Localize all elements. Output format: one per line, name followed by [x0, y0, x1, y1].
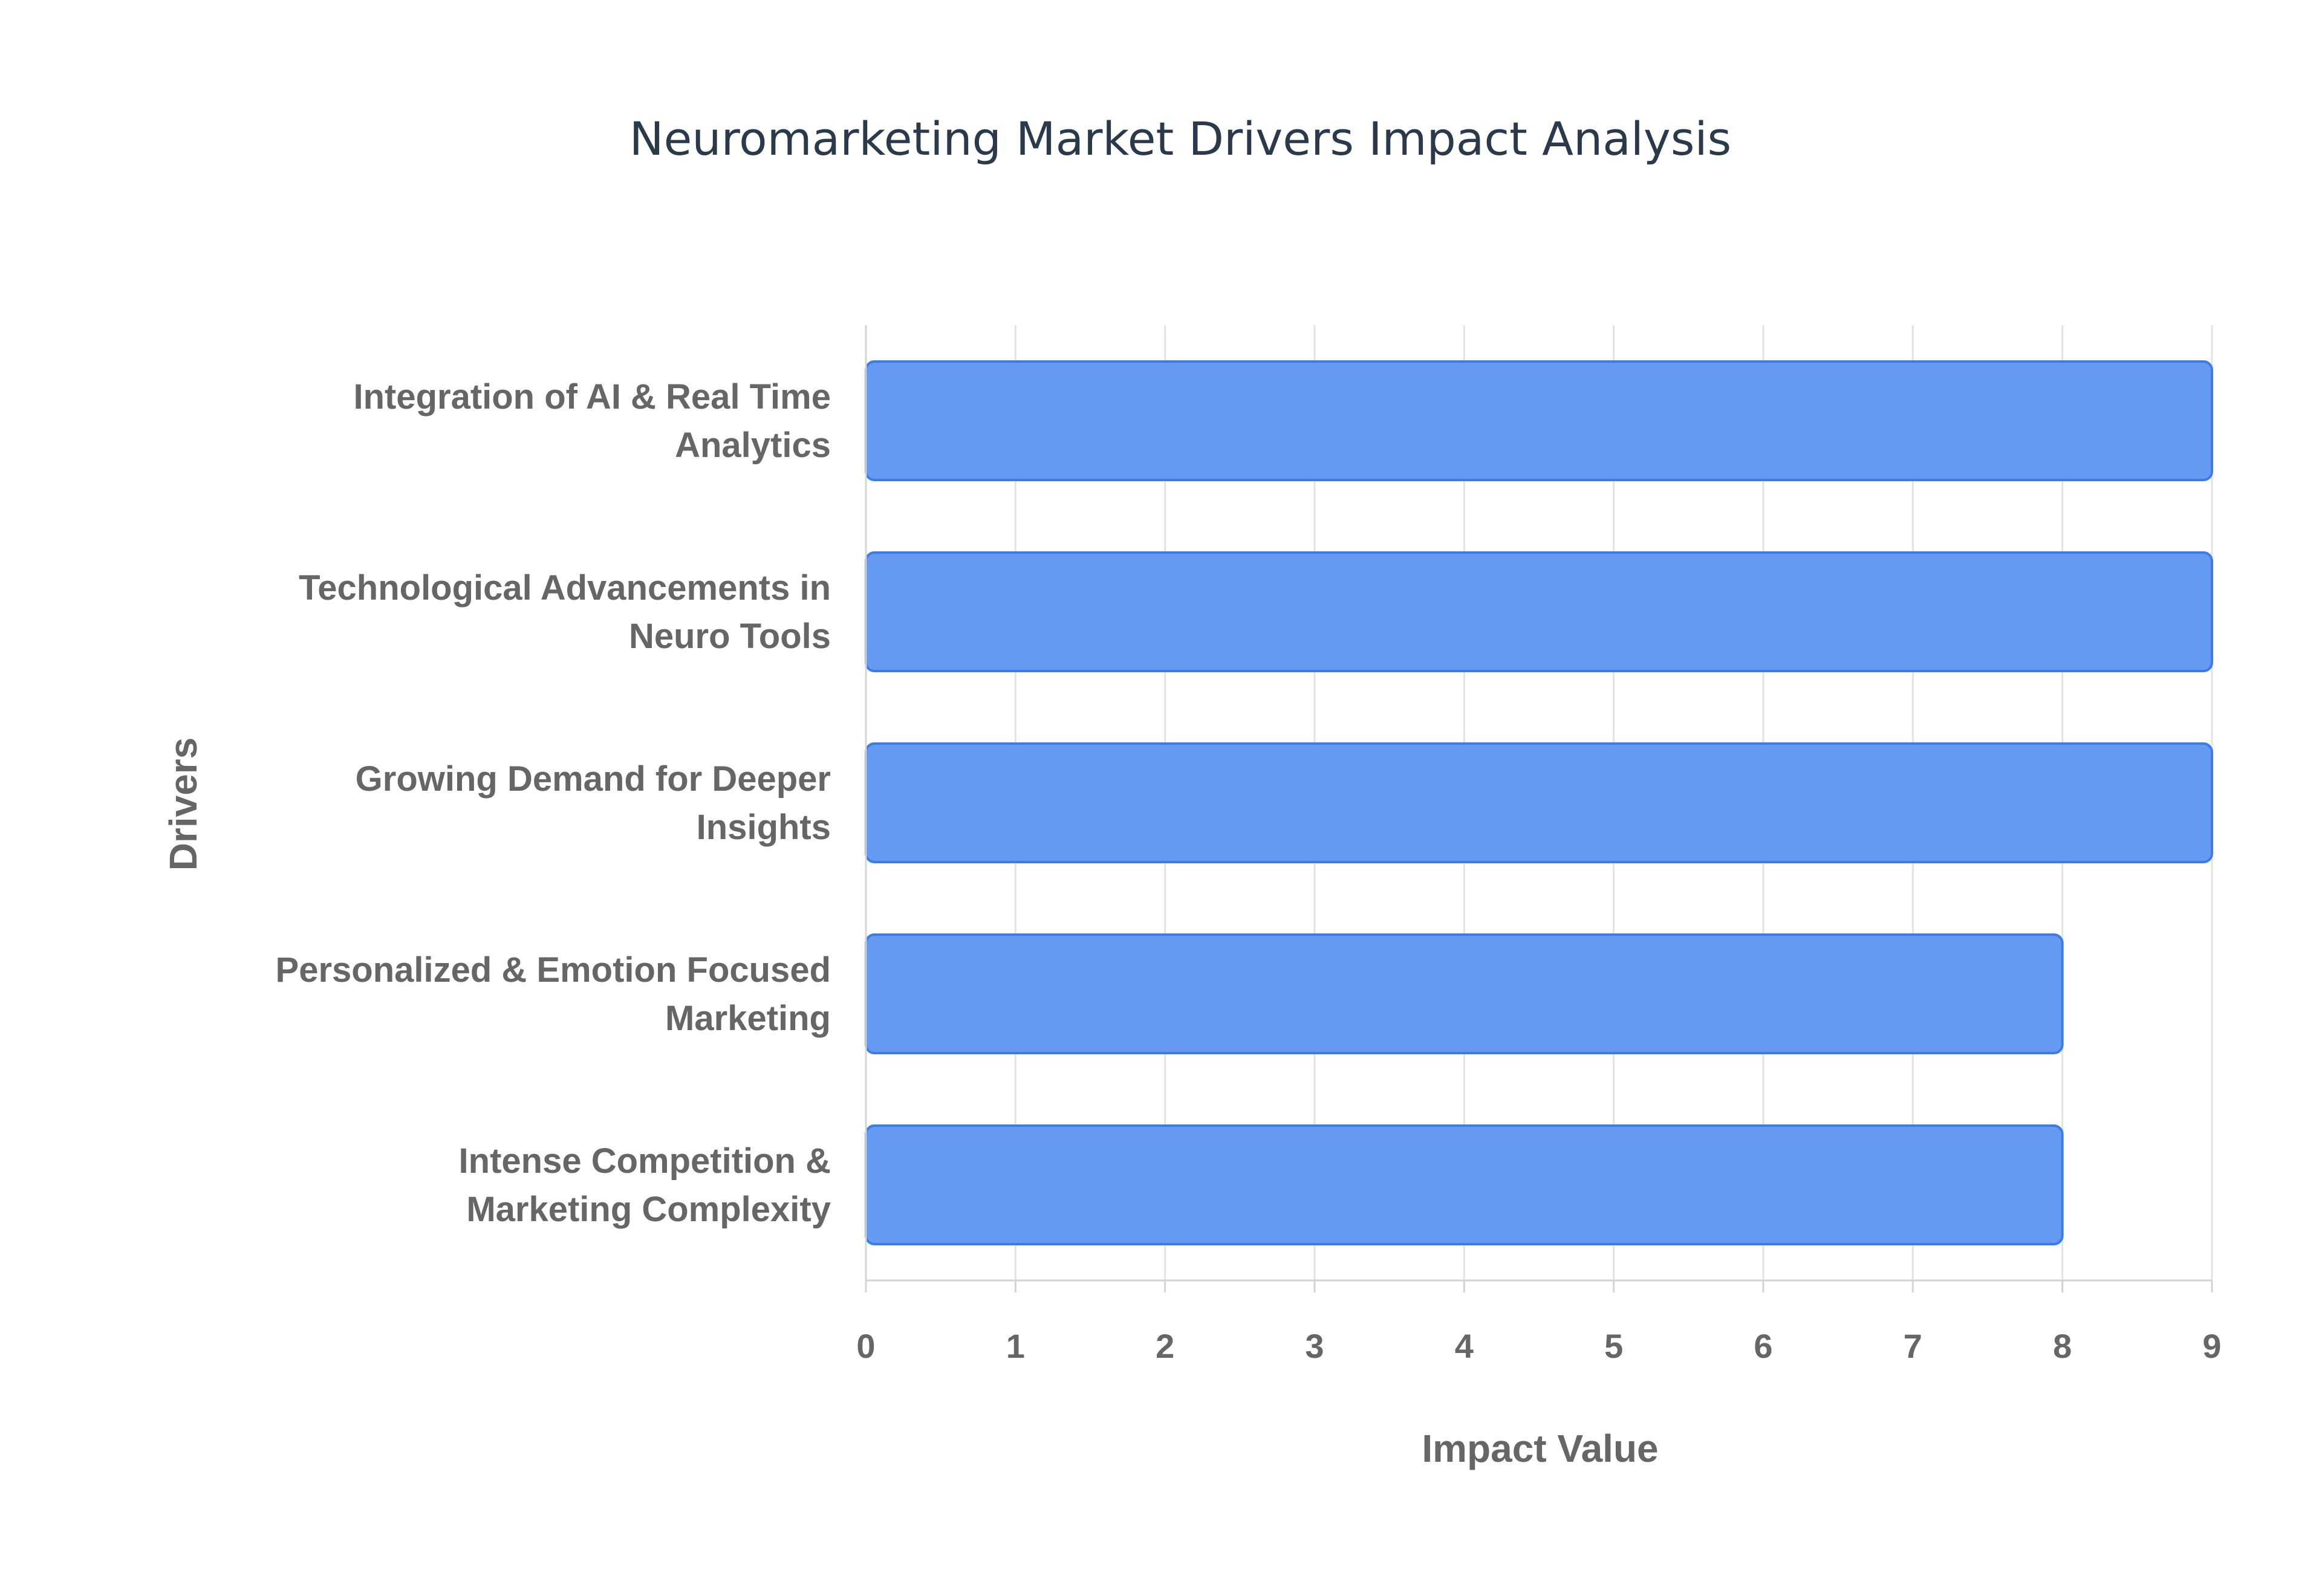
- x-tick-label: 9: [2202, 1327, 2221, 1365]
- x-tick-label: 3: [1305, 1327, 1324, 1365]
- x-tick-label: 4: [1455, 1327, 1474, 1365]
- y-axis: Integration of AI & Real Time Analytics Te…: [276, 377, 831, 1229]
- y-tick-label: Growing Demand for Deeper Insights: [356, 759, 831, 847]
- bar[interactable]: [865, 551, 2213, 672]
- bar[interactable]: [865, 933, 2064, 1054]
- x-tick-label: 0: [856, 1327, 875, 1365]
- x-tick-label: 6: [1754, 1327, 1772, 1365]
- x-axis-title: Impact Value: [1422, 1427, 1658, 1470]
- x-tick-label: 7: [1904, 1327, 1922, 1365]
- bar[interactable]: [865, 742, 2213, 863]
- bar[interactable]: [865, 1124, 2064, 1245]
- bar[interactable]: [865, 360, 2213, 481]
- chart-title: Neuromarketing Market Drivers Impact Ana…: [629, 112, 1731, 166]
- bars: [865, 360, 2213, 1245]
- x-tick-label: 5: [1604, 1327, 1623, 1365]
- x-tick-label: 1: [1006, 1327, 1025, 1365]
- y-tick-label: Personalized & Emotion Focused Marketing: [276, 950, 831, 1038]
- y-tick-label: Technological Advancements in Neuro Tools: [299, 568, 831, 656]
- x-tick-label: 2: [1156, 1327, 1174, 1365]
- y-tick-label: Integration of AI & Real Time Analytics: [353, 377, 831, 465]
- y-tick-label: Intense Competition & Marketing Complexit…: [459, 1141, 831, 1229]
- y-axis-title: Drivers: [161, 738, 205, 871]
- x-tick-label: 8: [2053, 1327, 2072, 1365]
- x-axis: 0 1 2 3 4 5 6 7 8 9: [856, 325, 2222, 1365]
